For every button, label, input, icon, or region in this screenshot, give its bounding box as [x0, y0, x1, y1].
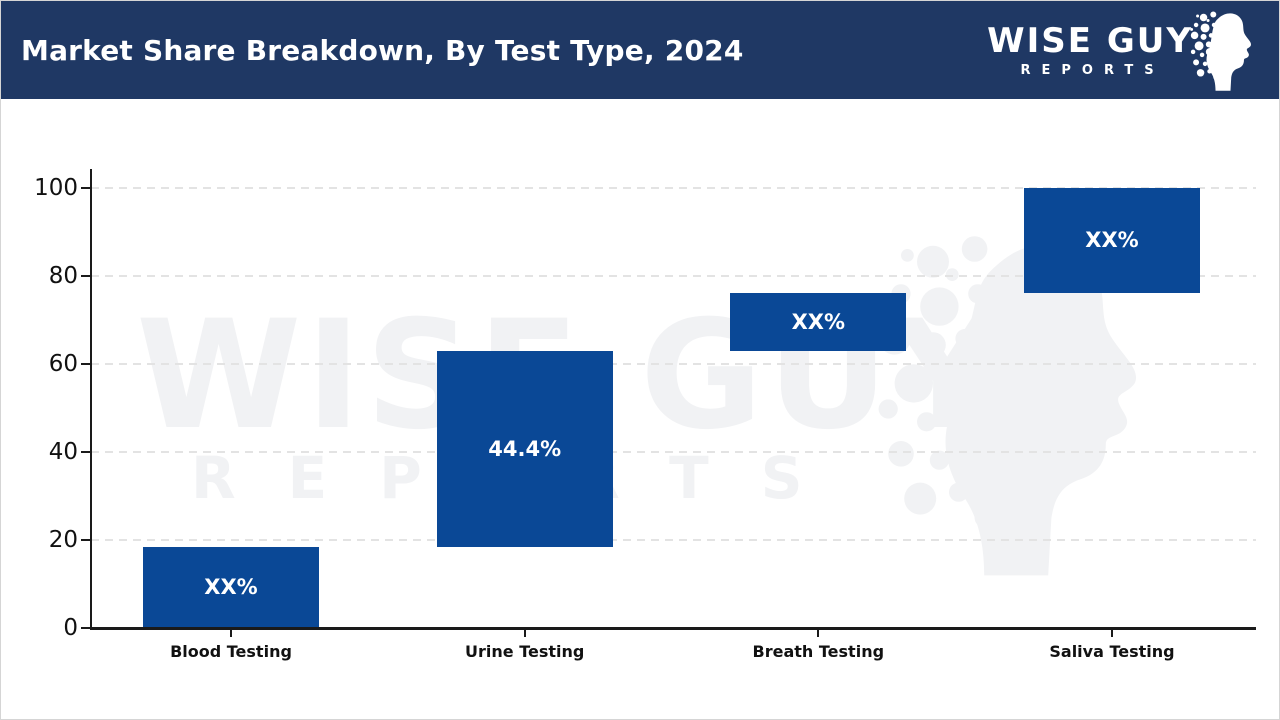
y-tick-mark	[81, 451, 90, 453]
brand-logo: WISE GUY REPORTS	[987, 7, 1279, 93]
gridline-y80	[91, 275, 1256, 277]
y-tick-mark	[81, 539, 90, 541]
x-tick-mark	[1111, 629, 1113, 637]
y-tick-mark	[81, 275, 90, 277]
y-tick-label: 20	[48, 527, 78, 553]
bar-urine-testing: 44.4%	[436, 351, 613, 547]
brand-subtitle: REPORTS	[1020, 62, 1165, 78]
gridline-y40	[91, 451, 1256, 453]
x-tick-mark	[230, 629, 232, 637]
bar-breath-testing: XX%	[730, 292, 907, 352]
x-category-label: Saliva Testing	[1049, 642, 1175, 661]
waterfall-chart: WISE GUY REPORTS XX%44.4%XX%XX% 02040608…	[1, 99, 1279, 719]
y-tick-label: 60	[48, 351, 78, 377]
y-tick-mark	[81, 187, 90, 189]
gridline-y20	[91, 539, 1256, 541]
gridline-y100	[91, 187, 1256, 189]
y-tick-label: 80	[48, 263, 78, 289]
x-axis-line	[91, 627, 1256, 630]
bar-value-label: XX%	[204, 575, 258, 600]
gridline-y60	[91, 363, 1256, 365]
brand-name: WISE GUY	[987, 20, 1193, 61]
x-tick-mark	[523, 629, 526, 637]
y-tick-label: 100	[34, 175, 78, 201]
y-tick-label: 0	[63, 615, 78, 641]
header-bar: Market Share Breakdown, By Test Type, 20…	[1, 1, 1279, 99]
bar-value-label: XX%	[791, 309, 846, 334]
bar-value-label: 44.4%	[488, 436, 562, 461]
page-title: Market Share Breakdown, By Test Type, 20…	[21, 33, 744, 67]
x-category-label: Breath Testing	[752, 642, 885, 661]
bar-value-label: XX%	[1085, 228, 1139, 253]
x-category-label: Blood Testing	[170, 642, 292, 661]
brand-logo-text: WISE GUY REPORTS	[987, 24, 1193, 77]
dotted-head-logo-icon	[1187, 7, 1265, 93]
x-tick-mark	[817, 629, 820, 637]
y-tick-mark	[81, 363, 90, 365]
bar-blood-testing: XX%	[143, 546, 319, 628]
y-tick-mark	[81, 627, 90, 629]
y-axis-line	[89, 169, 92, 630]
y-tick-label: 40	[48, 439, 78, 465]
bar-saliva-testing: XX%	[1024, 188, 1200, 293]
x-category-label: Urine Testing	[465, 642, 585, 661]
